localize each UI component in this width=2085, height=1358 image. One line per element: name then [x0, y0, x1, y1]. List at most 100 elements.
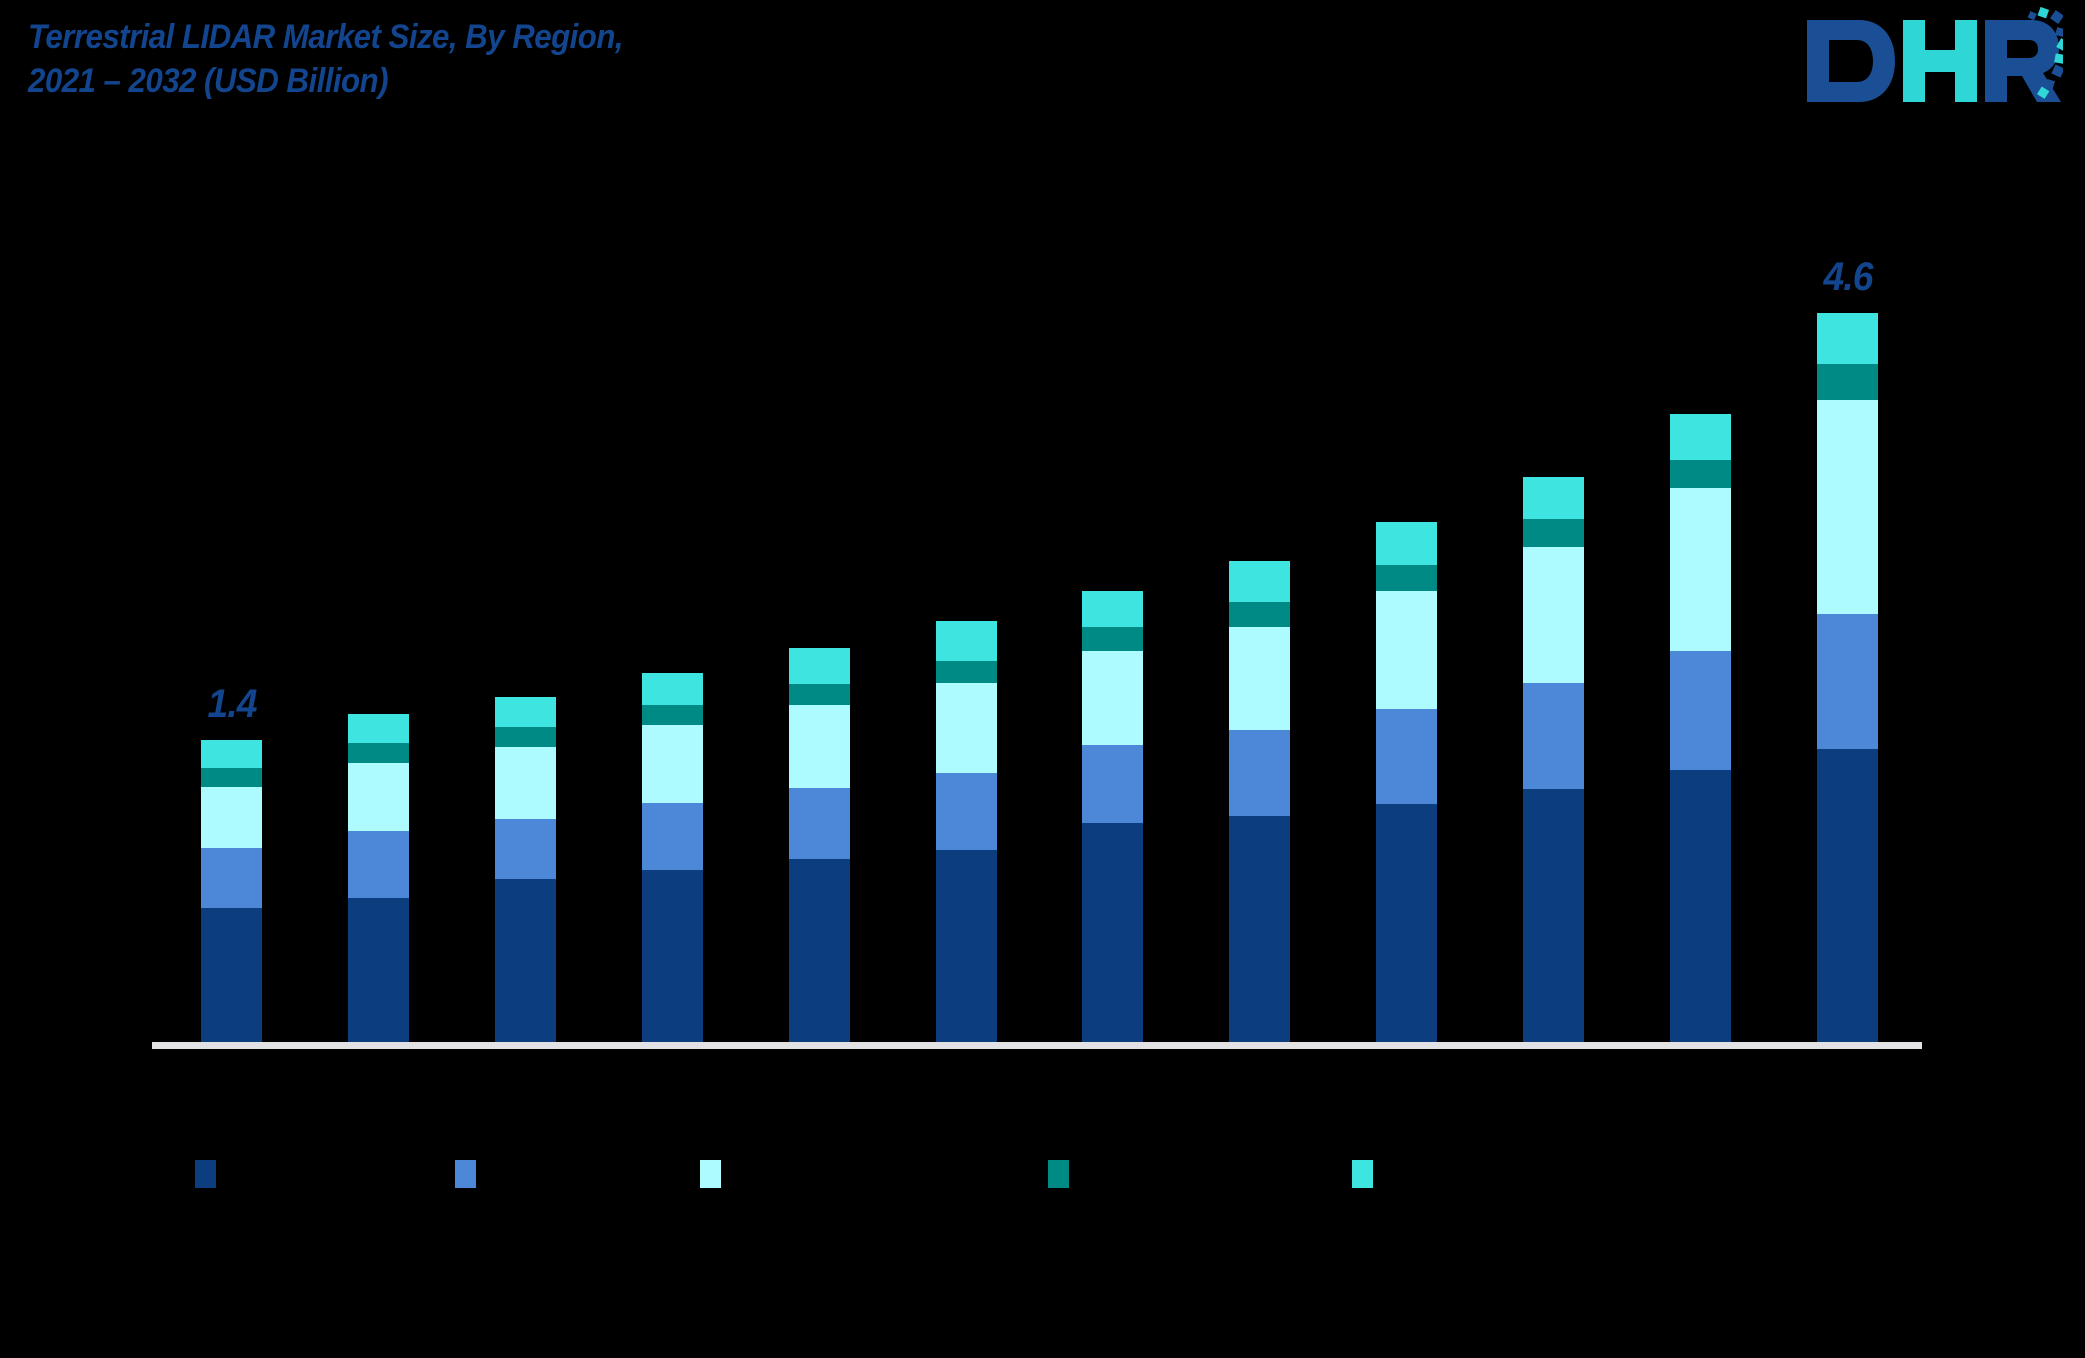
bar-group-2023[interactable] [495, 697, 556, 1358]
bar-segment-latin-america[interactable] [642, 705, 703, 725]
bar-segment-north-america[interactable] [1523, 789, 1584, 1042]
logo-letter-r [1985, 20, 2061, 102]
bar-segment-europe[interactable] [1670, 651, 1731, 770]
bar-segment-europe[interactable] [1376, 709, 1437, 804]
bar-segment-mea[interactable] [1523, 477, 1584, 519]
bar-segment-north-america[interactable] [1670, 770, 1731, 1042]
bar-segment-mea[interactable] [1817, 313, 1878, 364]
legend-swatch-icon [195, 1160, 216, 1188]
bar-segment-asia-pacific[interactable] [201, 787, 262, 848]
bar-segment-latin-america[interactable] [1082, 627, 1143, 651]
stacked-bar[interactable] [936, 621, 997, 1042]
legend-swatch-icon [1352, 1160, 1373, 1188]
dhr-logo [1803, 6, 2070, 116]
bar-segment-mea[interactable] [1229, 561, 1290, 602]
bar-segment-latin-america[interactable] [348, 743, 409, 763]
bar-segment-europe[interactable] [1082, 745, 1143, 823]
bar-segment-europe[interactable] [201, 848, 262, 908]
bar-segment-asia-pacific[interactable] [495, 747, 556, 819]
bar-segment-north-america[interactable] [495, 879, 556, 1042]
legend-swatch-icon [455, 1160, 476, 1188]
bar-segment-north-america[interactable] [348, 898, 409, 1042]
legend-item-europe[interactable]: Europe [455, 1160, 565, 1188]
bar-segment-asia-pacific[interactable] [1376, 591, 1437, 709]
bar-segment-europe[interactable] [936, 773, 997, 850]
bar-segment-latin-america[interactable] [1229, 602, 1290, 627]
legend-item-north-america[interactable]: North America [195, 1160, 384, 1188]
bar-group-2021[interactable]: 1.4 [201, 682, 262, 1358]
bar-segment-mea[interactable] [1082, 591, 1143, 627]
bar-segment-north-america[interactable] [789, 859, 850, 1042]
stacked-bar[interactable] [642, 673, 703, 1042]
bar-group-2031[interactable] [1670, 414, 1731, 1358]
bar-segment-asia-pacific[interactable] [936, 683, 997, 773]
bar-group-2025[interactable] [789, 648, 850, 1358]
bar-segment-latin-america[interactable] [495, 727, 556, 747]
bar-segment-latin-america[interactable] [1670, 460, 1731, 488]
bar-segment-asia-pacific[interactable] [789, 705, 850, 788]
bar-segment-asia-pacific[interactable] [642, 725, 703, 803]
bar-segment-asia-pacific[interactable] [1082, 651, 1143, 745]
chart-legend: North America Europe Asia Pacific Latin Ame… [0, 1160, 2085, 1220]
stacked-bar[interactable] [1082, 591, 1143, 1042]
bar-segment-asia-pacific[interactable] [1670, 488, 1731, 651]
legend-label: Asia Pacific [731, 1160, 861, 1187]
bar-group-2032[interactable]: 4.6 [1817, 255, 1878, 1358]
stacked-bar[interactable] [348, 714, 409, 1042]
stacked-bar[interactable] [1376, 522, 1437, 1042]
bar-segment-mea[interactable] [936, 621, 997, 661]
stacked-bar[interactable] [1229, 561, 1290, 1042]
bar-segment-europe[interactable] [1229, 730, 1290, 816]
bar-segment-europe[interactable] [789, 788, 850, 859]
bar-segment-north-america[interactable] [642, 870, 703, 1042]
stacked-bar[interactable] [495, 697, 556, 1042]
bar-segment-europe[interactable] [1523, 683, 1584, 789]
bar-segment-asia-pacific[interactable] [348, 763, 409, 831]
bar-segment-north-america[interactable] [1082, 823, 1143, 1042]
bar-segment-latin-america[interactable] [936, 661, 997, 683]
legend-item-asia-pacific[interactable]: Asia Pacific [700, 1160, 860, 1188]
bar-segment-asia-pacific[interactable] [1817, 400, 1878, 614]
stacked-bar[interactable] [1817, 313, 1878, 1042]
bar-segment-latin-america[interactable] [201, 768, 262, 787]
bar-segment-asia-pacific[interactable] [1523, 547, 1584, 683]
bar-segment-mea[interactable] [1376, 522, 1437, 565]
logo-letter-h [1903, 20, 1977, 102]
legend-item-latin-america[interactable]: Latin America [1048, 1160, 1230, 1188]
bar-group-2026[interactable] [936, 621, 997, 1358]
bar-segment-mea[interactable] [642, 673, 703, 705]
bar-segment-mea[interactable] [201, 740, 262, 768]
bar-group-2022[interactable] [348, 714, 409, 1358]
bar-segment-north-america[interactable] [201, 908, 262, 1042]
bar-group-2030[interactable] [1523, 477, 1584, 1358]
bar-segment-europe[interactable] [642, 803, 703, 870]
bar-value-label: 4.6 [1823, 255, 1873, 299]
bar-group-2027[interactable] [1082, 591, 1143, 1358]
bar-segment-mea[interactable] [348, 714, 409, 743]
bar-segment-mea[interactable] [495, 697, 556, 727]
bar-segment-europe[interactable] [348, 831, 409, 898]
bar-segment-latin-america[interactable] [1523, 519, 1584, 547]
bar-segment-north-america[interactable] [1376, 804, 1437, 1042]
bar-segment-mea[interactable] [1670, 414, 1731, 460]
bar-segment-north-america[interactable] [936, 850, 997, 1042]
bar-segment-mea[interactable] [789, 648, 850, 684]
stacked-bar[interactable] [1670, 414, 1731, 1042]
bar-segment-europe[interactable] [1817, 614, 1878, 749]
bar-group-2028[interactable] [1229, 561, 1290, 1358]
legend-item-mea[interactable]: MEA [1352, 1160, 1434, 1188]
bar-segment-latin-america[interactable] [1376, 565, 1437, 591]
page-title: Terrestrial LIDAR Market Size, By Region… [28, 18, 624, 100]
bar-group-2024[interactable] [642, 673, 703, 1358]
bar-segment-north-america[interactable] [1229, 816, 1290, 1042]
bar-segment-asia-pacific[interactable] [1229, 627, 1290, 730]
stacked-bar[interactable] [1523, 477, 1584, 1042]
bar-group-2029[interactable] [1376, 522, 1437, 1358]
bar-segment-latin-america[interactable] [1817, 364, 1878, 400]
bar-segment-europe[interactable] [495, 819, 556, 879]
stacked-bar[interactable] [789, 648, 850, 1042]
stacked-bar[interactable] [201, 740, 262, 1042]
bar-segment-north-america[interactable] [1817, 749, 1878, 1042]
bar-segment-latin-america[interactable] [789, 684, 850, 705]
